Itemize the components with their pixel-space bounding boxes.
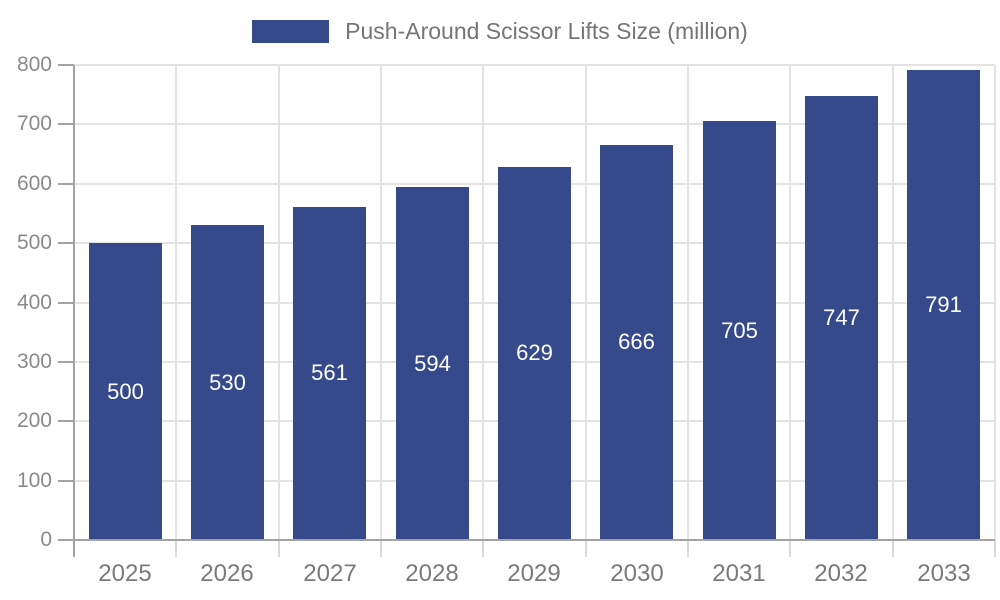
bar bbox=[600, 145, 673, 540]
x-axis-tick bbox=[585, 540, 587, 557]
y-axis-tick-label: 600 bbox=[16, 172, 52, 195]
legend-swatch-icon bbox=[252, 20, 330, 43]
bar-value-label: 594 bbox=[414, 351, 451, 376]
x-axis-tick bbox=[892, 540, 894, 557]
y-axis-tick-label: 500 bbox=[16, 231, 52, 254]
y-axis-tick bbox=[58, 64, 74, 66]
y-axis-tick bbox=[58, 480, 74, 482]
x-axis-tick bbox=[175, 540, 177, 557]
y-axis-tick-label: 100 bbox=[16, 469, 52, 492]
bar-value-label: 629 bbox=[516, 340, 553, 365]
x-gridline bbox=[482, 65, 484, 540]
legend-label: Push-Around Scissor Lifts Size (million) bbox=[345, 18, 748, 44]
x-axis-tick-label: 2025 bbox=[98, 560, 152, 587]
bar bbox=[293, 207, 366, 540]
y-axis-tick-label: 400 bbox=[16, 291, 52, 314]
bar bbox=[498, 167, 571, 540]
y-axis-tick-label: 800 bbox=[16, 53, 52, 76]
x-axis-tick bbox=[789, 540, 791, 557]
x-gridline bbox=[789, 65, 791, 540]
y-axis-tick-label: 300 bbox=[16, 350, 52, 373]
y-axis-tick bbox=[58, 183, 74, 185]
y-axis-tick-label: 0 bbox=[40, 528, 52, 551]
x-axis-tick bbox=[380, 540, 382, 557]
bar-value-label: 705 bbox=[721, 318, 758, 343]
x-axis-tick-label: 2030 bbox=[610, 560, 664, 587]
x-gridline bbox=[278, 65, 280, 540]
x-axis-tick bbox=[687, 540, 689, 557]
y-gridline bbox=[74, 64, 995, 66]
y-axis-tick bbox=[58, 123, 74, 125]
x-gridline bbox=[892, 65, 894, 540]
y-axis-tick-label: 700 bbox=[16, 112, 52, 135]
x-gridline bbox=[687, 65, 689, 540]
bar-value-label: 500 bbox=[107, 379, 144, 404]
y-axis-tick bbox=[58, 420, 74, 422]
x-gridline bbox=[585, 65, 587, 540]
x-axis-tick-label: 2026 bbox=[200, 560, 254, 587]
x-axis-tick-label: 2029 bbox=[507, 560, 561, 587]
x-axis-tick-label: 2027 bbox=[303, 560, 357, 587]
x-gridline bbox=[380, 65, 382, 540]
y-axis-tick-label: 200 bbox=[16, 409, 52, 432]
bar bbox=[396, 187, 469, 540]
bar-value-label: 791 bbox=[925, 292, 962, 317]
x-axis-tick bbox=[482, 540, 484, 557]
x-axis-tick bbox=[278, 540, 280, 557]
x-axis-tick-label: 2031 bbox=[712, 560, 766, 587]
x-axis-tick bbox=[994, 540, 996, 557]
x-gridline bbox=[994, 65, 996, 540]
bar-value-label: 530 bbox=[209, 370, 246, 395]
x-axis-tick-label: 2028 bbox=[405, 560, 459, 587]
y-axis-tick bbox=[58, 302, 74, 304]
bar bbox=[191, 225, 264, 540]
bar bbox=[89, 243, 162, 540]
x-axis-line bbox=[74, 539, 995, 541]
bar-value-label: 747 bbox=[823, 305, 860, 330]
bar bbox=[805, 96, 878, 540]
bar bbox=[703, 121, 776, 540]
y-axis-tick bbox=[58, 361, 74, 363]
bar bbox=[907, 70, 980, 540]
bar-value-label: 666 bbox=[618, 329, 655, 354]
y-axis-tick bbox=[58, 242, 74, 244]
x-axis-tick-label: 2033 bbox=[917, 560, 971, 587]
legend[interactable]: Push-Around Scissor Lifts Size (million) bbox=[0, 18, 1000, 45]
bar-value-label: 561 bbox=[311, 360, 348, 385]
y-gridline bbox=[74, 123, 995, 125]
x-axis-tick-label: 2032 bbox=[814, 560, 868, 587]
x-gridline bbox=[175, 65, 177, 540]
y-axis-tick bbox=[58, 539, 74, 541]
y-axis-line bbox=[73, 65, 75, 557]
